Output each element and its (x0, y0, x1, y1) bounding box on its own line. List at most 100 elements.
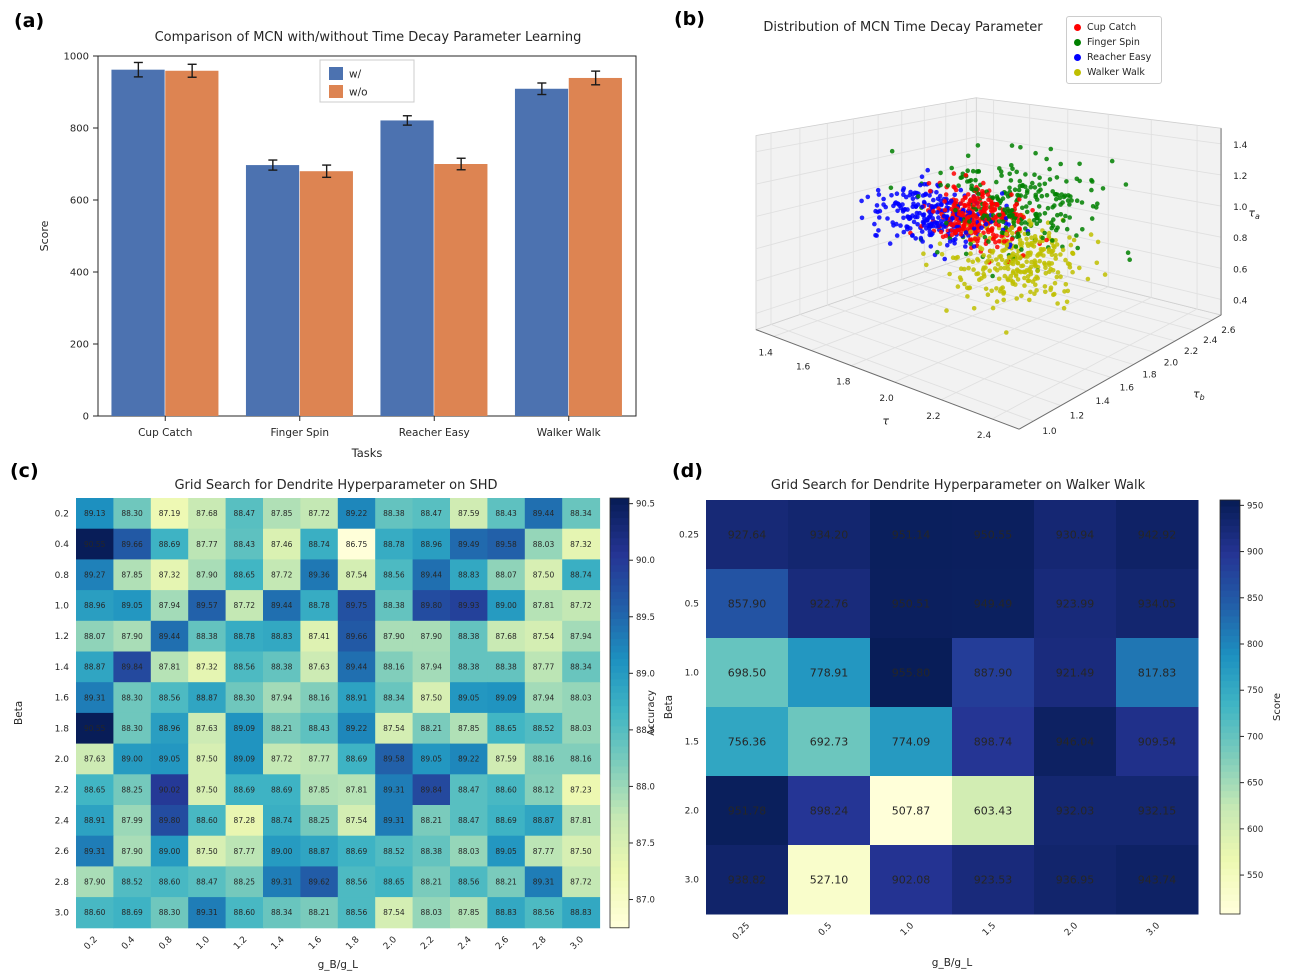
svg-text:87.68: 87.68 (495, 632, 517, 641)
svg-text:88.03: 88.03 (421, 908, 443, 917)
svg-text:88.56: 88.56 (458, 877, 480, 886)
svg-text:87.50: 87.50 (533, 570, 555, 579)
svg-text:692.73: 692.73 (810, 735, 849, 748)
svg-text:1.8: 1.8 (836, 378, 851, 388)
svg-text:2.0: 2.0 (1164, 358, 1179, 368)
svg-text:88.52: 88.52 (383, 847, 405, 856)
svg-text:942.92: 942.92 (1138, 528, 1177, 541)
svg-text:88.47: 88.47 (421, 509, 443, 518)
svg-text:1.5: 1.5 (981, 921, 998, 938)
svg-text:89.31: 89.31 (383, 785, 405, 794)
panel-c: (c) Grid Search for Dendrite Hyperparame… (6, 460, 662, 975)
svg-text:88.65: 88.65 (495, 724, 517, 733)
svg-text:3.0: 3.0 (1145, 921, 1162, 938)
svg-text:0: 0 (83, 412, 89, 423)
svg-text:88.78: 88.78 (234, 632, 256, 641)
svg-text:850: 850 (1247, 594, 1263, 604)
svg-text:Beta: Beta (13, 701, 25, 725)
svg-text:89.22: 89.22 (346, 509, 368, 518)
svg-text:89.05: 89.05 (458, 693, 480, 702)
svg-text:0.5: 0.5 (817, 921, 834, 938)
svg-text:88.56: 88.56 (234, 663, 256, 672)
svg-text:88.21: 88.21 (271, 724, 293, 733)
svg-text:87.68: 87.68 (196, 509, 218, 518)
svg-text:88.38: 88.38 (495, 663, 517, 672)
svg-text:955.80: 955.80 (892, 666, 931, 679)
svg-text:932.03: 932.03 (1056, 804, 1095, 817)
svg-text:1.4: 1.4 (55, 663, 70, 673)
svg-text:0.8: 0.8 (1233, 234, 1248, 244)
svg-text:88.43: 88.43 (495, 509, 517, 518)
svg-text:550: 550 (1247, 871, 1263, 881)
svg-text:w/o: w/o (349, 87, 368, 99)
svg-text:1.8: 1.8 (344, 935, 361, 952)
svg-text:g_B/g_L: g_B/g_L (318, 959, 359, 971)
svg-text:87.50: 87.50 (196, 785, 218, 794)
svg-text:87.94: 87.94 (421, 663, 443, 672)
svg-text:2.4: 2.4 (977, 431, 992, 441)
svg-text:88.60: 88.60 (84, 908, 106, 917)
svg-text:934.05: 934.05 (1138, 597, 1177, 610)
svg-text:87.72: 87.72 (570, 601, 592, 610)
svg-text:938.82: 938.82 (728, 873, 767, 886)
svg-text:923.53: 923.53 (974, 873, 1013, 886)
svg-text:88.21: 88.21 (421, 877, 443, 886)
svg-text:921.49: 921.49 (1056, 666, 1095, 679)
svg-text:87.77: 87.77 (533, 663, 555, 672)
svg-text:87.81: 87.81 (159, 663, 181, 672)
svg-text:0.25: 0.25 (731, 921, 752, 942)
svg-text:88.69: 88.69 (495, 816, 517, 825)
svg-text:87.81: 87.81 (533, 601, 555, 610)
legend-marker-dot (1074, 24, 1081, 31)
svg-text:88.07: 88.07 (84, 632, 106, 641)
svg-text:0.5: 0.5 (685, 600, 699, 610)
svg-text:88.60: 88.60 (196, 816, 218, 825)
svg-text:87.72: 87.72 (271, 570, 293, 579)
panel-d: (d) Grid Search for Dendrite Hyperparame… (658, 460, 1289, 975)
svg-text:Finger Spin: Finger Spin (270, 427, 329, 439)
svg-text:88.34: 88.34 (570, 663, 592, 672)
svg-text:88.38: 88.38 (458, 663, 480, 672)
legend-marker-dot (1074, 69, 1081, 76)
svg-text:817.83: 817.83 (1138, 666, 1177, 679)
svg-text:89.31: 89.31 (383, 816, 405, 825)
svg-text:86.75: 86.75 (346, 540, 368, 549)
panel-a-label: (a) (14, 10, 45, 32)
svg-text:87.85: 87.85 (308, 785, 330, 794)
svg-text:88.69: 88.69 (159, 540, 181, 549)
svg-text:88.38: 88.38 (458, 632, 480, 641)
svg-text:87.90: 87.90 (121, 847, 143, 856)
svg-text:88.56: 88.56 (383, 570, 405, 579)
svg-text:89.13: 89.13 (84, 509, 106, 518)
legend-marker-dot (1074, 39, 1081, 46)
bar-chart-title: Comparison of MCN with/without Time Deca… (154, 30, 582, 45)
svg-text:87.32: 87.32 (159, 570, 181, 579)
svg-text:1.8: 1.8 (55, 724, 70, 734)
svg-text:88.78: 88.78 (308, 601, 330, 610)
svg-text:88.21: 88.21 (421, 816, 443, 825)
svg-text:2.6: 2.6 (55, 847, 70, 857)
svg-text:932.15: 932.15 (1138, 804, 1177, 817)
svg-text:88.47: 88.47 (234, 509, 256, 518)
svg-text:87.90: 87.90 (383, 632, 405, 641)
svg-text:1.6: 1.6 (796, 362, 811, 372)
svg-text:88.30: 88.30 (234, 693, 256, 702)
svg-text:2.2: 2.2 (55, 786, 69, 796)
svg-text:1.4: 1.4 (759, 348, 774, 358)
svg-text:89.57: 89.57 (196, 601, 218, 610)
svg-text:87.85: 87.85 (458, 908, 480, 917)
svg-text:1.4: 1.4 (1095, 397, 1110, 407)
svg-text:88.30: 88.30 (121, 509, 143, 518)
legend-item: Walker Walk (1074, 67, 1151, 78)
svg-text:88.5: 88.5 (636, 726, 655, 736)
svg-text:g_B/g_L: g_B/g_L (932, 957, 973, 969)
svg-text:1.5: 1.5 (685, 738, 699, 748)
svg-text:1.2: 1.2 (232, 935, 249, 952)
svg-text:88.87: 88.87 (533, 816, 555, 825)
svg-text:200: 200 (70, 340, 89, 351)
panel-b: (b) Distribution of MCN Time Decay Param… (658, 2, 1289, 462)
svg-text:88.56: 88.56 (346, 877, 368, 886)
svg-text:89.05: 89.05 (121, 601, 143, 610)
svg-text:89.44: 89.44 (346, 663, 368, 672)
svg-text:1.6: 1.6 (1120, 383, 1135, 393)
